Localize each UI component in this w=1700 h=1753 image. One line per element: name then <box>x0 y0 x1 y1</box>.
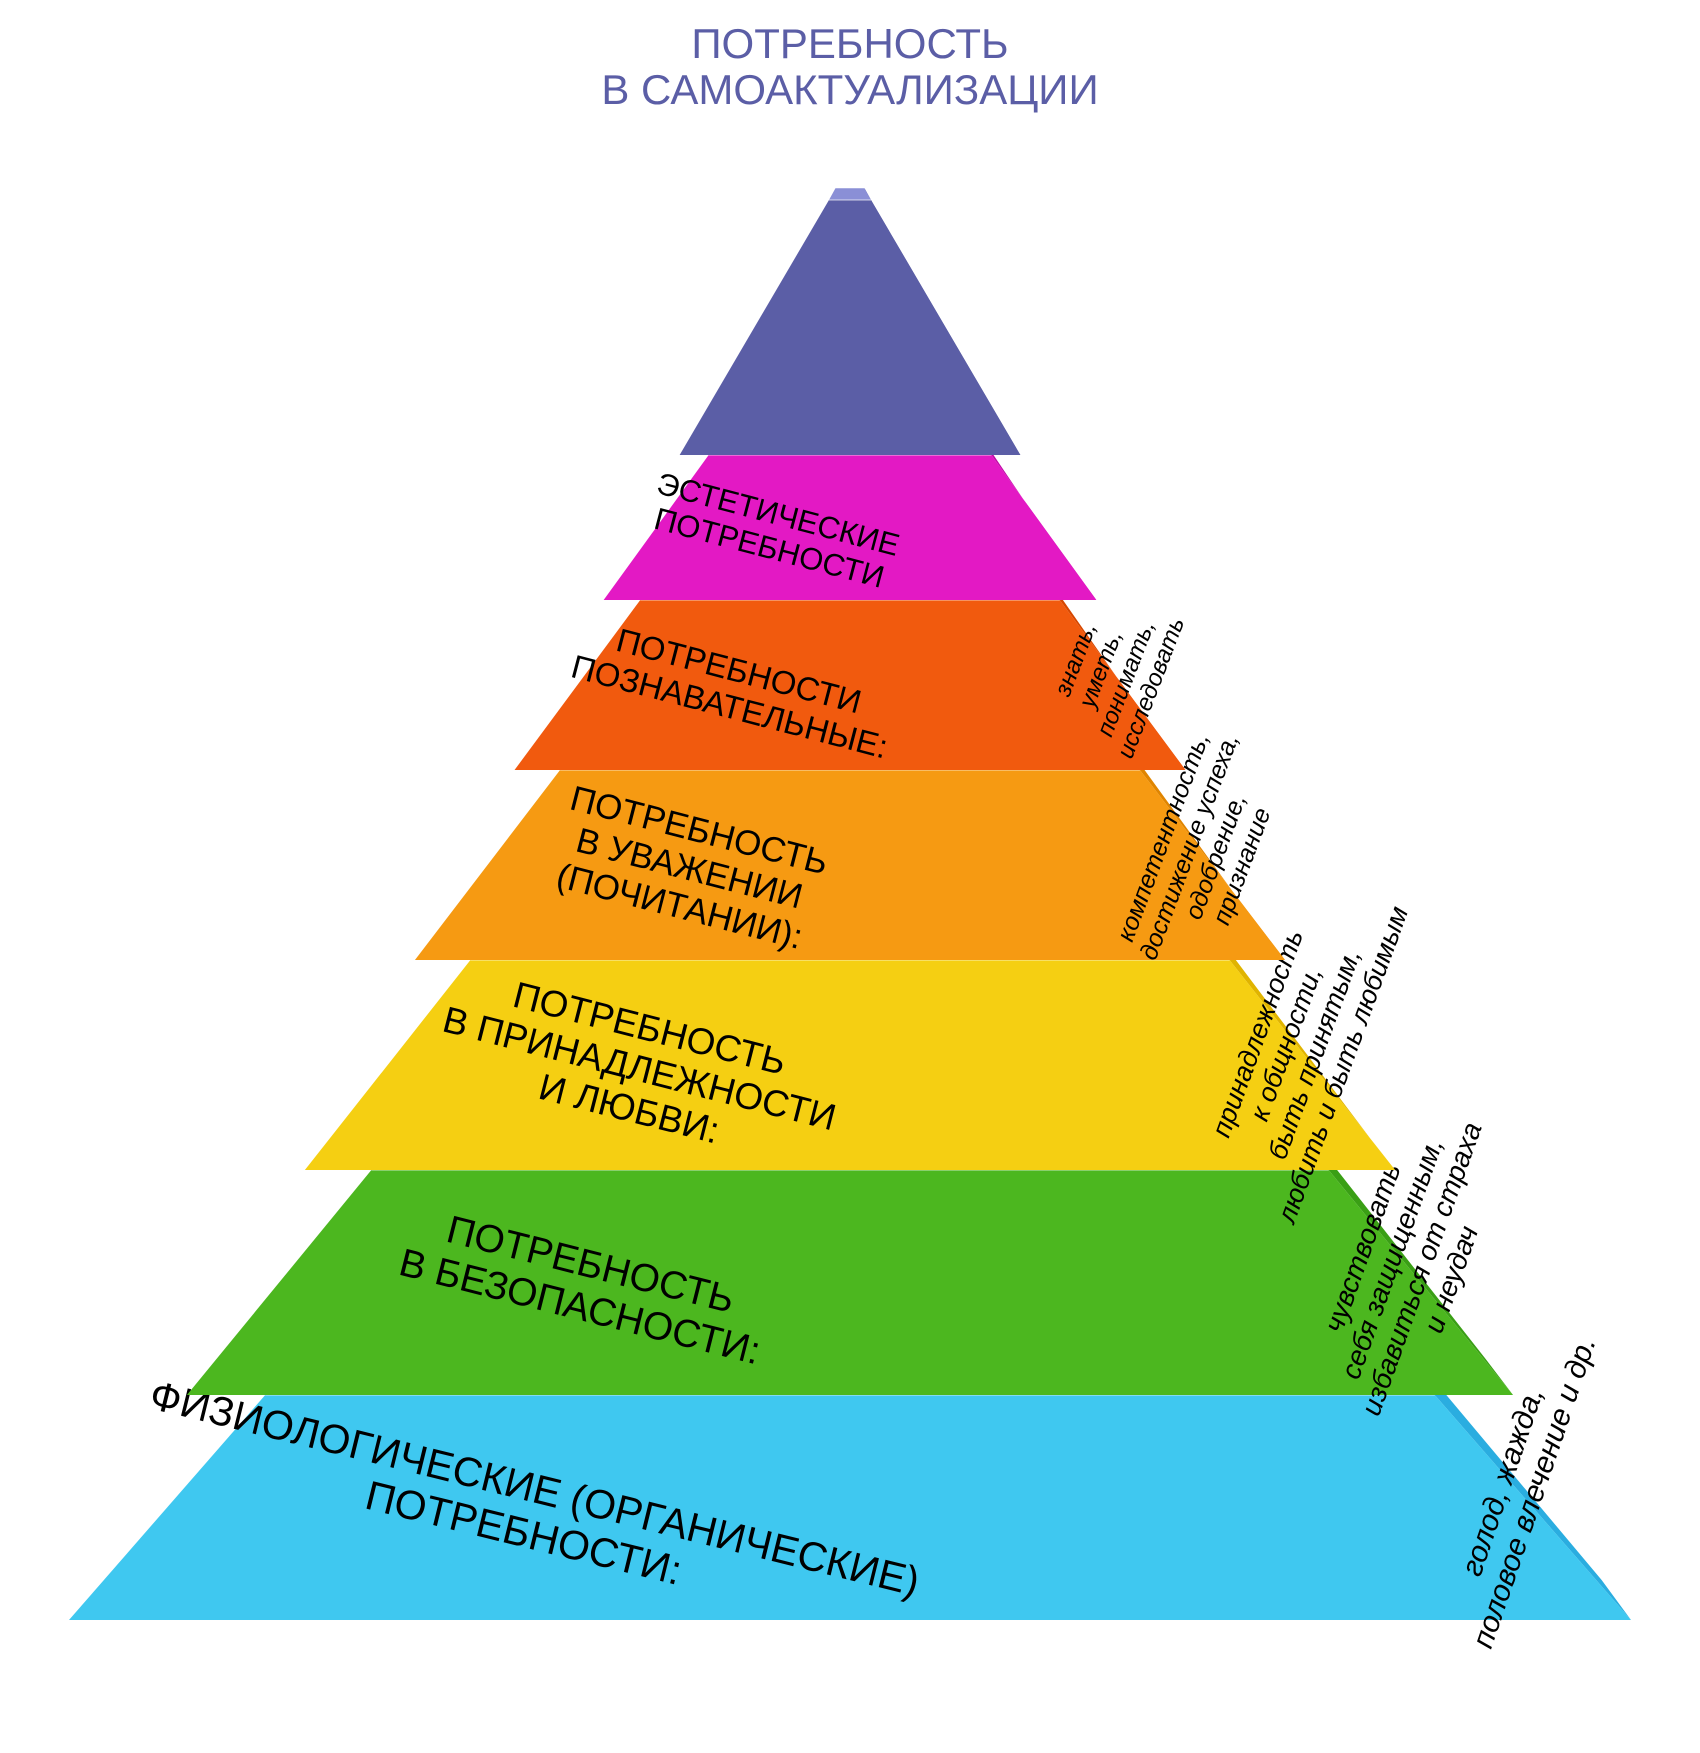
pyramid-svg: ФИЗИОЛОГИЧЕСКИЕ (ОРГАНИЧЕСКИЕ)ПОТРЕБНОСТ… <box>0 0 1700 1753</box>
level-6-top-face <box>829 188 871 200</box>
level-1-front-face <box>187 1170 1513 1395</box>
apex-title: ПОТРЕБНОСТЬВ САМОАКТУАЛИЗАЦИИ <box>601 20 1098 113</box>
pyramid-level-6 <box>680 188 1021 455</box>
level-6-front-face <box>680 200 1021 455</box>
pyramid-level-5: ЭСТЕТИЧЕСКИЕПОТРЕБНОСТИ <box>604 437 1097 600</box>
pyramid-level-4: ПОТРЕБНОСТИПОЗНАВАТЕЛЬНЫЕ:знать,уметь,по… <box>515 578 1191 770</box>
pyramid-diagram: ФИЗИОЛОГИЧЕСКИЕ (ОРГАНИЧЕСКИЕ)ПОТРЕБНОСТ… <box>0 0 1700 1753</box>
